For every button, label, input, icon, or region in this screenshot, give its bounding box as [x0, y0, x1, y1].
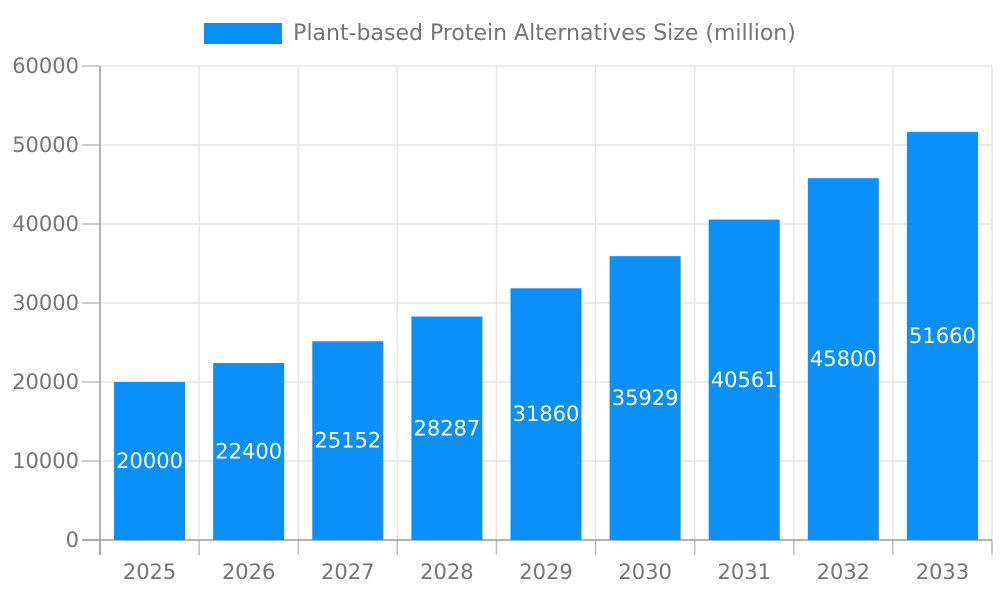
x-tick-label: 2032 [817, 560, 870, 584]
y-tick-label: 10000 [12, 449, 79, 473]
y-tick-label: 60000 [12, 54, 79, 78]
bar-value-label: 28287 [413, 416, 480, 440]
x-tick-label: 2031 [717, 560, 770, 584]
x-tick-label: 2027 [321, 560, 374, 584]
bar [708, 219, 780, 540]
x-tick-label: 2026 [222, 560, 275, 584]
bar [312, 341, 384, 540]
bar-value-label: 22400 [215, 440, 282, 464]
bar-value-label: 35929 [612, 386, 679, 410]
bar [411, 316, 483, 540]
x-tick-label: 2033 [916, 560, 969, 584]
bar-value-label: 25152 [314, 429, 381, 453]
x-tick-label: 2030 [618, 560, 671, 584]
x-tick-label: 2025 [123, 560, 176, 584]
bar [114, 382, 186, 540]
y-tick-label: 20000 [12, 370, 79, 394]
y-tick-label: 40000 [12, 212, 79, 236]
x-tick-label: 2028 [420, 560, 473, 584]
y-tick-label: 30000 [12, 291, 79, 315]
bar-value-label: 20000 [116, 449, 183, 473]
bar-value-label: 40561 [711, 368, 778, 392]
y-tick-label: 50000 [12, 133, 79, 157]
bar [609, 256, 681, 540]
bar [510, 288, 582, 540]
x-tick-label: 2029 [519, 560, 572, 584]
bar [906, 131, 978, 541]
bar [807, 178, 879, 540]
y-tick-label: 0 [66, 528, 79, 552]
bar [213, 363, 285, 540]
bar-value-label: 45800 [810, 347, 877, 371]
bar-value-label: 31860 [513, 402, 580, 426]
bar-value-label: 51660 [909, 324, 976, 348]
